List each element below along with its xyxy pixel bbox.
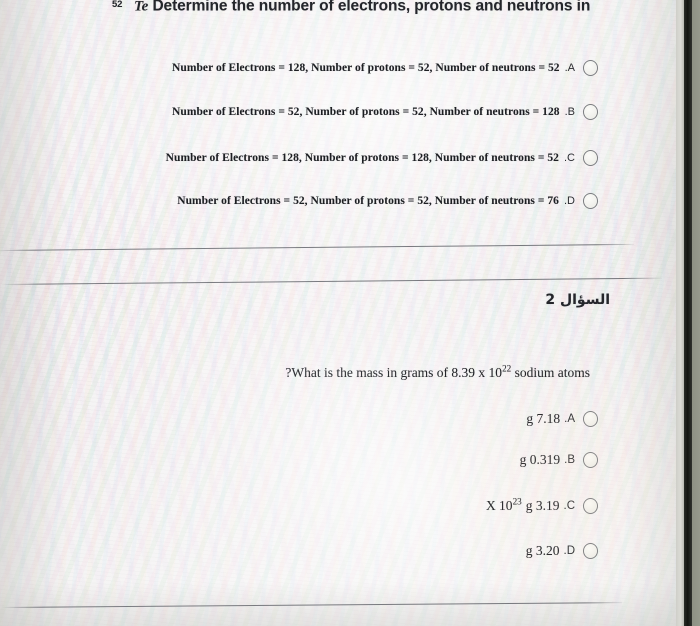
question2-stem-suffix: sodium atoms [511,365,590,380]
section-divider-top [0,243,634,251]
option-exponent: 23 [512,496,522,507]
section-divider-bottom [1,602,622,608]
question2-option-b[interactable]: g 0.319 .B [520,452,598,468]
option-letter: .C [563,152,575,164]
question2-stem-prefix: ?What is the mass in grams of 8.39 x 10 [285,365,503,380]
question2-option-d[interactable]: g 3.20 .D [526,543,598,559]
isotope-notation: 12852 [112,0,134,11]
radio-button-icon[interactable] [583,498,598,514]
section-divider-middle [1,277,662,285]
radio-button-icon[interactable] [583,104,598,120]
screen-edge-highlight [676,0,684,626]
monitor-bezel-dark [684,0,692,626]
option-letter: .B [564,106,575,118]
question1-stem-text: Determine the number of electrons, proto… [152,0,591,15]
question1-option-a[interactable]: Number of Electrons = 128, Number of pro… [172,60,598,76]
question1-option-c[interactable]: Number of Electrons = 128, Number of pro… [166,150,598,166]
monitor-bezel-outer [692,0,700,626]
question1-stem: 12852Te Determine the number of electron… [112,0,632,16]
radio-button-icon[interactable] [583,193,598,209]
option-letter: .C [563,500,575,512]
question1-option-d[interactable]: Number of Electrons = 52, Number of prot… [177,193,598,209]
option-text: Number of Electrons = 128, Number of pro… [172,62,560,74]
isotope-symbol: Te [134,0,149,15]
question2-stem-exponent: 22 [502,363,512,374]
option-letter: .D [563,195,575,207]
radio-button-icon[interactable] [583,150,598,166]
option-text: g 0.319 [519,452,561,467]
question2-stem: ?What is the mass in grams of 8.39 x 102… [285,363,590,381]
option-letter: .B [564,454,575,466]
question2-option-c[interactable]: X 1023 g 3.19 .C [485,496,598,514]
option-text: Number of Electrons = 52, Number of prot… [177,195,559,207]
question1-option-b[interactable]: Number of Electrons = 52, Number of prot… [172,104,598,120]
option-text: g 3.20 [525,543,560,558]
option-letter: .A [564,413,575,425]
option-text: Number of Electrons = 52, Number of prot… [172,106,560,118]
monitor-screen: 12852Te Determine the number of electron… [0,0,678,626]
option-text: g 7.18 [526,411,561,426]
option-letter: .A [564,62,575,74]
option-text: Number of Electrons = 128, Number of pro… [165,152,559,164]
radio-button-icon[interactable] [583,543,598,559]
option-letter: .D [563,545,575,557]
option-tail: X 1023 [485,496,522,513]
question2-label: السؤال 2 [545,292,610,308]
radio-button-icon[interactable] [583,452,598,468]
exam-content: 12852Te Determine the number of electron… [0,0,662,608]
radio-button-icon[interactable] [583,60,598,76]
isotope-atomic-number: 52 [112,0,123,10]
option-text: g 3.19 [525,498,560,513]
question2-option-a[interactable]: g 7.18 .A [526,411,598,427]
radio-button-icon[interactable] [583,411,598,427]
